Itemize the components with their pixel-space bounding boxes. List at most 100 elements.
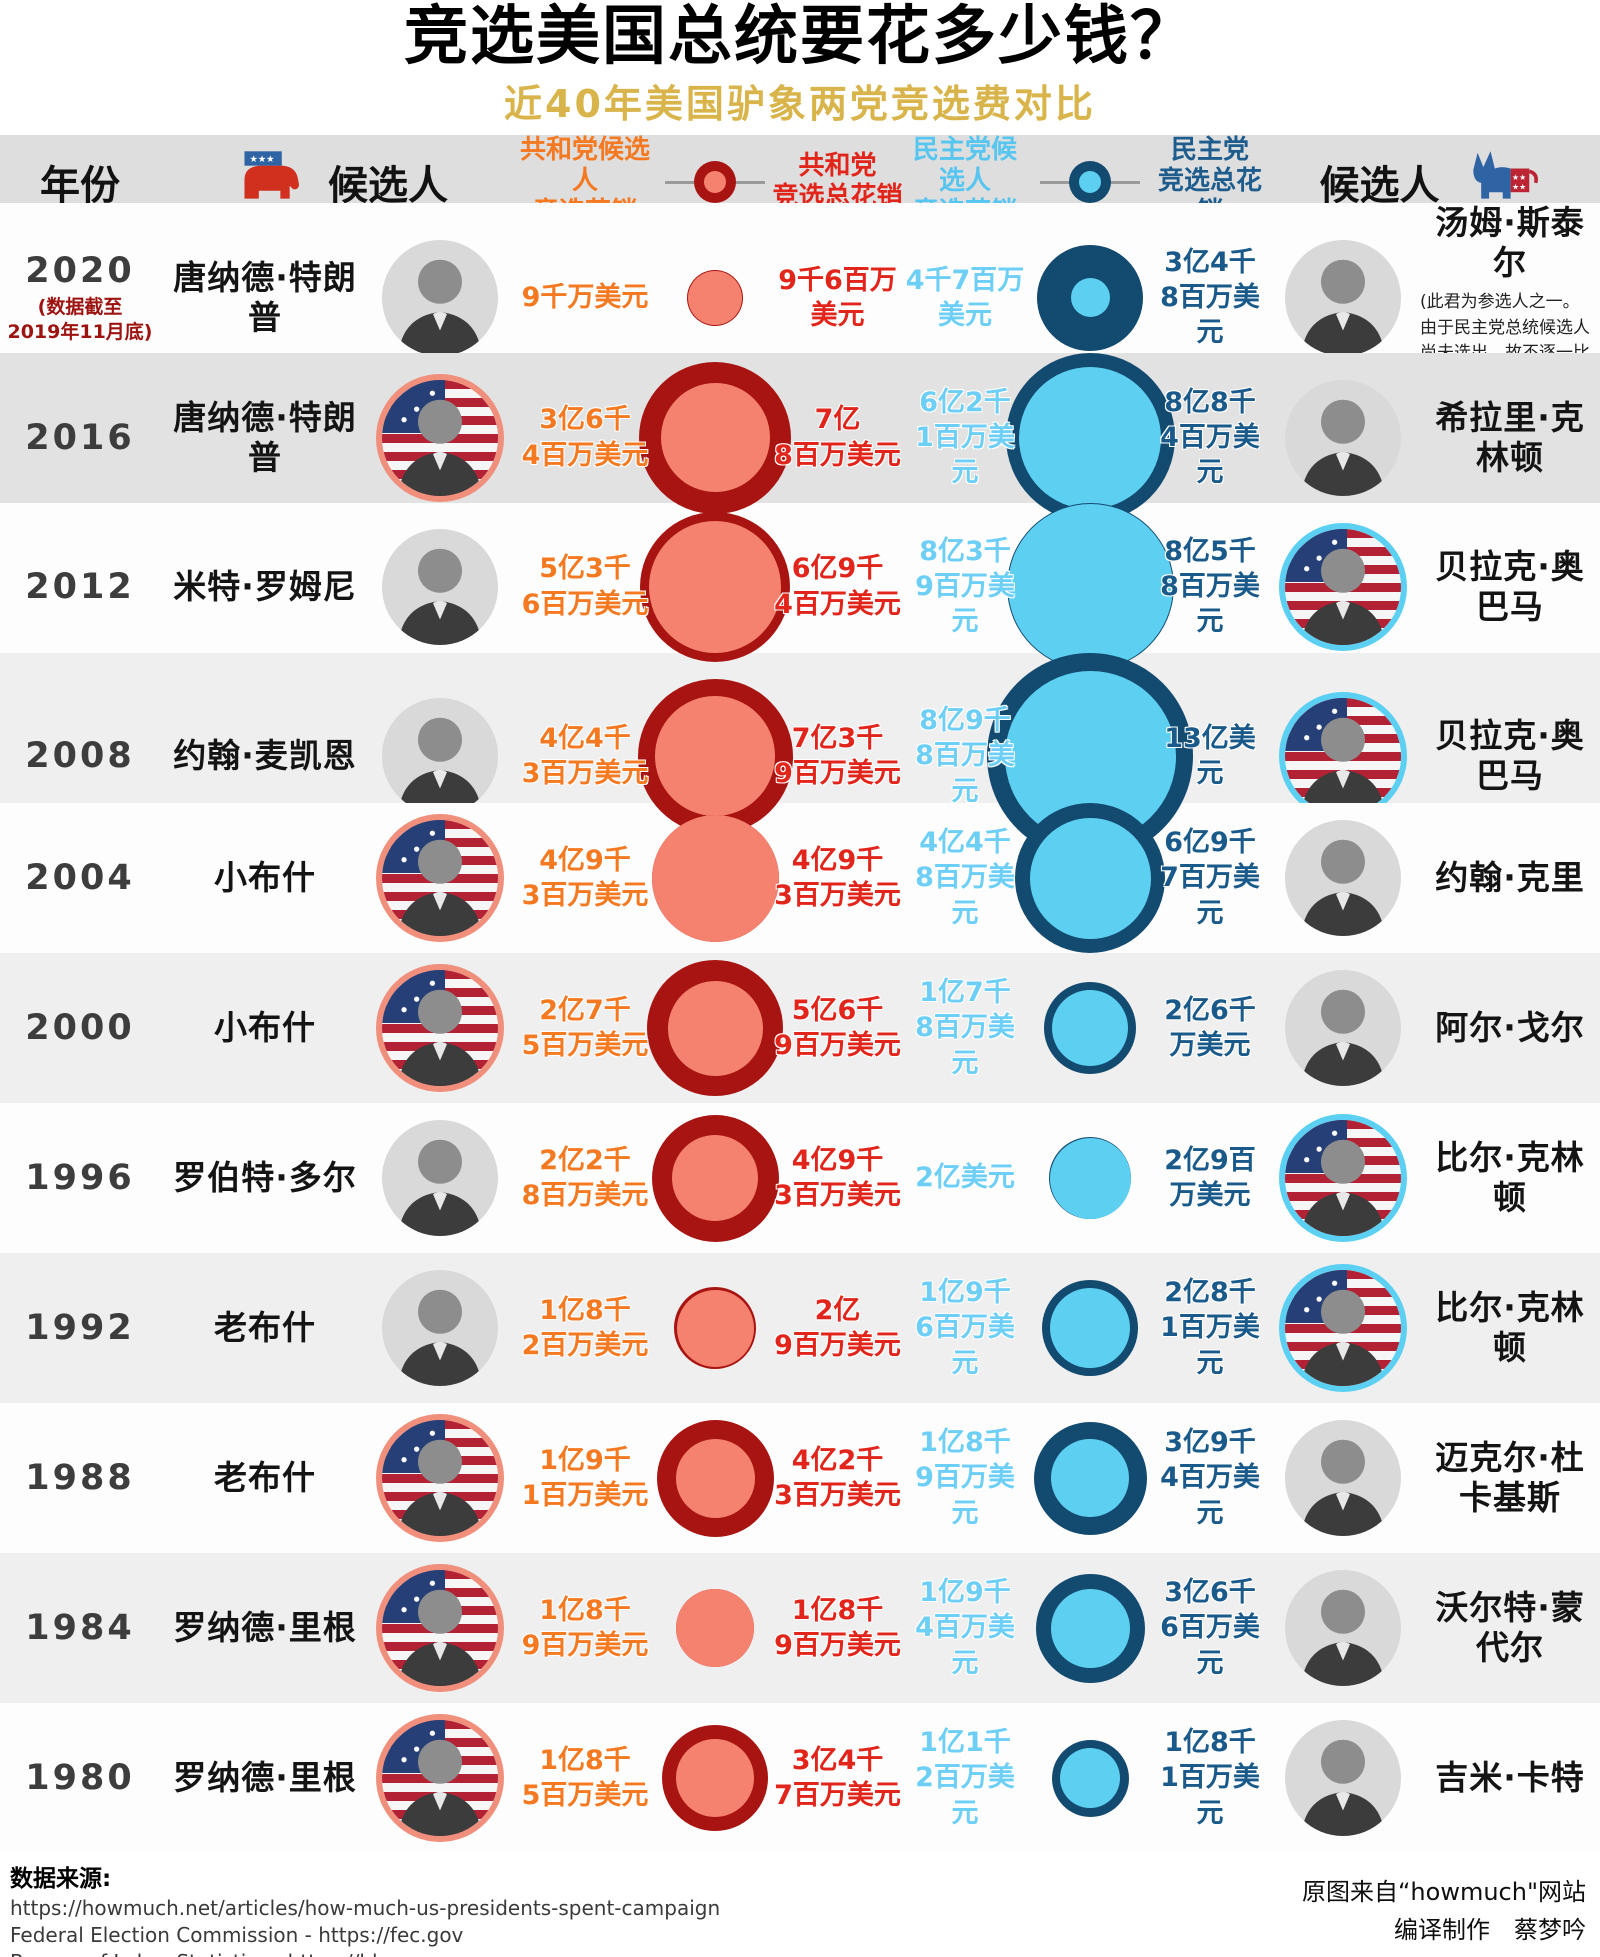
dem-total-spend-value: 3亿6千 6百万美元 [1160,1577,1260,1679]
dem-candidate-spend-value: 1亿7千 8百万美元 [915,977,1015,1079]
dem-candidate-spend-value: 1亿9千 4百万美元 [915,1577,1015,1679]
dem-candidate-name-cell: 贝拉克·奥巴马 [1420,716,1600,795]
rep-spend-bubble [651,1114,779,1242]
table-row-1984: 1984 罗纳德·里根 1亿8千 9百万美元 1亿8千 9百万美元 1亿9千 4百万美元… [0,1553,1600,1703]
rep-spend-bubble-cell [651,814,779,942]
dem-candidate-photo-cell [1265,1120,1420,1236]
rep-spend-bubble-cell [640,511,790,662]
rep-candidate-name: 老布什 [214,1458,316,1498]
rep-spend-bubble-cell [660,1287,770,1369]
rep-spend-bubble-cell [660,1725,770,1831]
rep-total-spend-value: 4亿9千 3百万美元 [774,1144,901,1211]
dem-bubble-legend-icon [1069,160,1111,203]
dem-spend-bubble [1035,1573,1145,1683]
dem-candidate-photo-cell [1265,379,1420,496]
rep-spend-bubble-cell [647,960,783,1096]
year-note: (数据截至 2019年11月底) [7,295,153,343]
rep-spend-bubble [676,1589,754,1667]
year-cell: 1988 [0,1458,160,1498]
dem-candidate-photo [1284,1720,1401,1836]
dem-total-spend-value: 2亿8千 1百万美元 [1160,1277,1260,1379]
year-label: 2016 [25,417,135,458]
democrat-donkey-icon: ★★ ★★ [1458,147,1546,217]
page-title: 竞选美国总统要花多少钱？ [404,0,1196,74]
dem-spend-bubble [1033,1421,1147,1535]
dem-total-spend-value: 2亿6千万美元 [1164,994,1256,1061]
dem-candidate-photo-cell [1265,1570,1420,1686]
dem-candidate-photo [1284,820,1401,936]
rep-total-spend-value: 4亿2千 3百万美元 [774,1444,901,1511]
rep-spend-bubble-inner-circle [676,1739,754,1817]
rep-candidate-spend-value: 3亿6千 4百万美元 [521,404,649,471]
rep-spend-bubble [651,814,779,942]
table-row-1996: 1996 罗伯特·多尔 2亿2千 8百万美元 4亿9千 3百万美元 2亿美元 2亿9百万美… [0,1103,1600,1253]
rep-candidate-name: 约翰·麦凯恩 [173,736,357,776]
rep-candidate-photo [382,1570,498,1686]
rep-spend-bubble-inner-circle [667,980,763,1076]
dem-candidate-name-cell: 希拉里·克林顿 [1420,398,1600,477]
rep-spend-bubble-cell [637,678,793,834]
rep-spend-bubble [674,1287,756,1369]
dem-candidate-spend-value: 4千7百万美元 [905,264,1025,331]
rep-spend-bubble-cell [651,1114,779,1242]
table-row-2020: 2020 (数据截至 2019年11月底) 唐纳德·特朗普 9千万美元 9千6百万美元 4… [0,203,1600,389]
rep-total-spend-value: 3亿4千 7百万美元 [774,1744,901,1811]
dem-candidate-name-cell: 阿尔·戈尔 [1420,1008,1600,1048]
rep-spend-bubble-cell [656,1419,774,1537]
dem-spend-bubble-inner-circle [1029,817,1151,939]
rep-candidate-name: 罗纳德·里根 [173,1758,357,1798]
dem-spend-bubble [1015,803,1165,953]
rep-spend-bubble [639,361,791,514]
rep-candidate-photo-cell [370,820,510,936]
dem-spend-bubble [1042,1280,1138,1376]
year-cell: 1992 [0,1308,160,1348]
rep-spend-bubble [662,1725,768,1831]
rep-spend-bubble-inner-circle [649,520,781,653]
rep-spend-bubble-inner-circle [672,1135,758,1221]
dem-spend-bubble-cell [1025,1573,1155,1683]
svg-text:★★★: ★★★ [250,154,275,165]
rep-candidate-spend-value: 9千万美元 [521,282,649,314]
dem-candidate-photo [1284,698,1401,814]
year-cell: 2016 [0,418,160,458]
rep-candidate-photo-cell [370,1720,510,1836]
rep-candidate-photo-cell [370,1120,510,1236]
dem-legend [1025,160,1155,203]
rep-total-spend-value: 4亿9千 3百万美元 [774,844,901,911]
rep-candidate-photo-cell [370,1420,510,1536]
year-label: 1980 [25,1758,135,1798]
republican-elephant-icon: ★★★ [222,147,310,217]
dem-spend-bubble-inner-circle [1019,366,1161,509]
rep-candidate-photo-cell [370,1570,510,1686]
dem-candidate-photo [1284,1270,1401,1386]
rep-candidate-photo [382,698,498,814]
table-row-1980: 1980 罗纳德·里根 1亿8千 5百万美元 3亿4千 7百万美元 1亿1千 2百万美元… [0,1703,1600,1853]
dem-total-spend-value: 6亿9千 7百万美元 [1160,827,1260,929]
credit-block: 原图来自“howmuch"网站 编译制作 蔡梦吟 [1302,1859,1586,1950]
dem-candidate-name-cell: 贝拉克·奥巴马 [1420,547,1600,626]
dem-candidate-name-cell: 约翰·克里 [1420,858,1600,898]
year-label: 1996 [25,1158,135,1198]
dem-candidate-photo-cell [1265,970,1420,1086]
table-row-2012: 2012 米特·罗姆尼 5亿3千 6百万美元 6亿9千 4百万美元 8亿3千 9百万美元… [0,503,1600,670]
rep-candidate-photo [382,1420,498,1536]
rep-candidate-spend-value: 1亿8千 5百万美元 [521,1744,649,1811]
dem-spend-bubble [1049,1137,1131,1219]
rep-total-spend-value: 6亿9千 4百万美元 [774,553,901,620]
rep-candidate-spend-value: 4亿9千 3百万美元 [521,844,649,911]
rep-candidate-name: 罗伯特·多尔 [173,1158,357,1198]
year-label: 2012 [25,566,135,607]
year-cell: 1996 [0,1158,160,1198]
rep-total-spend-value: 9千6百万美元 [778,264,897,331]
year-cell: 1980 [0,1758,160,1798]
rep-spend-bubble-inner-circle [688,270,742,325]
year-cell: 2000 [0,1008,160,1048]
dem-candidate-name: 贝拉克·奥巴马 [1435,546,1585,626]
data-sources-title: 数据来源: [10,1866,112,1892]
rep-candidate-photo [382,970,498,1086]
rep-total-spend-value: 7亿3千 9百万美元 [774,722,901,789]
rep-candidate-spend-value: 1亿9千 1百万美元 [521,1444,649,1511]
dem-candidate-spend-value: 2亿美元 [915,1162,1015,1194]
rep-candidate-photo [382,239,498,356]
dem-total-spend-value: 2亿9百万美元 [1164,1144,1256,1211]
